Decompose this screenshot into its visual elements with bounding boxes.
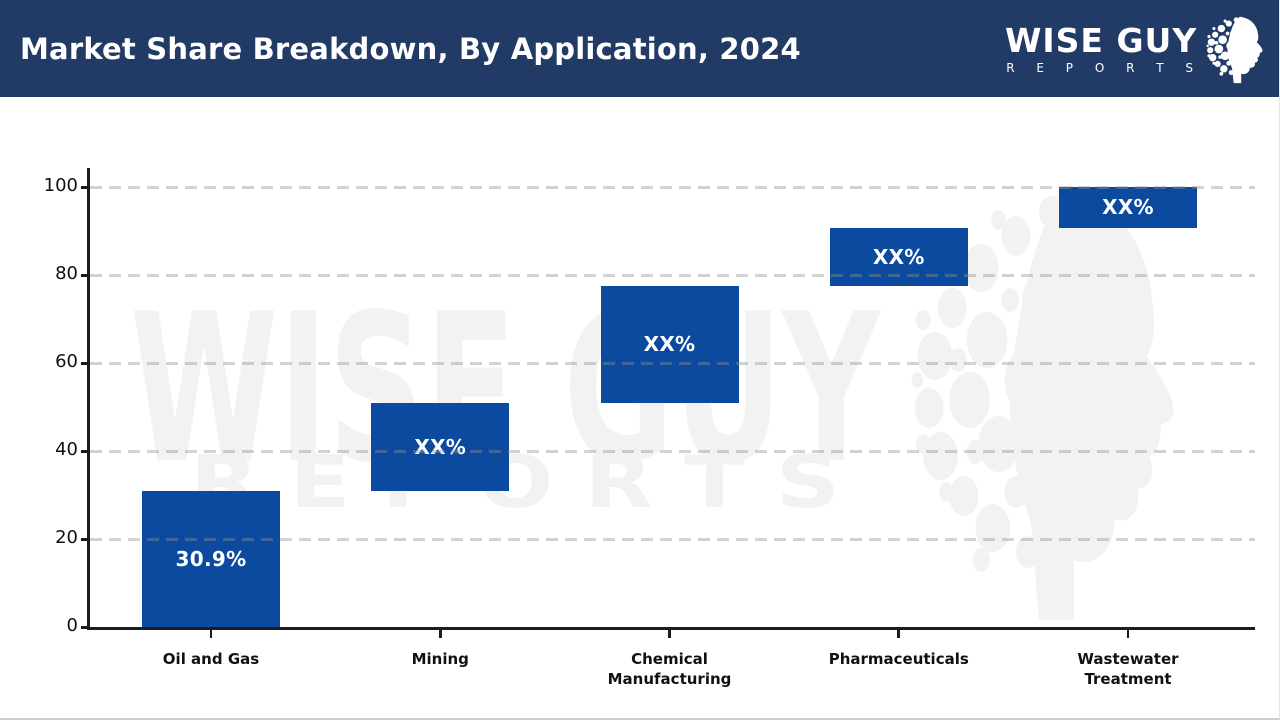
wiseguy-logo: WISE GUY R E P O R T S [1000,14,1266,84]
x-category-label-chemical-manufacturing: Chemical Manufacturing [560,649,780,690]
bar-value-label: XX% [643,332,696,357]
bar-wastewater-treatment: XX% [1059,187,1197,228]
header-bar: Market Share Breakdown, By Application, … [0,0,1279,97]
y-axis-spine [87,168,90,630]
page-title: Market Share Breakdown, By Application, … [20,31,801,66]
bar-value-label: XX% [1102,195,1154,220]
y-tick-mark-100 [81,186,90,189]
bar-chemical-manufacturing: XX% [600,285,739,403]
x-tick-mark-wastewater-treatment [1126,630,1130,638]
bar-value-label: 30.9% [175,547,247,571]
gridline-40 [90,450,1255,453]
y-tick-mark-0 [81,626,90,629]
y-tick-mark-20 [81,538,90,541]
y-tick-label-20: 20 [55,527,78,548]
y-tick-mark-40 [81,450,90,453]
x-category-label-wastewater-treatment: Wastewater Treatment [1018,649,1238,690]
wiseguy-head-icon [1206,16,1263,83]
logo-text: WISE GUY R E P O R T S [1000,24,1202,74]
gridline-100 [90,186,1255,189]
bar-mining: XX% [371,402,510,492]
x-category-label-text: Chemical Manufacturing [607,650,732,689]
bar-oil-and-gas: 30.9% [142,491,280,627]
y-tick-label-60: 60 [55,351,78,372]
x-category-label-text: Wastewater Treatment [1077,650,1179,689]
x-category-label-oil-and-gas: Oil and Gas [101,649,321,669]
logo-wordmark: WISE GUY [1004,20,1198,60]
y-tick-mark-60 [81,362,90,365]
bar-value-label: XX% [414,434,467,459]
y-tick-label-40: 40 [55,439,78,460]
x-category-label-text: Oil and Gas [162,650,260,668]
x-category-label-text: Pharmaceuticals [828,650,969,668]
x-category-label-text: Mining [411,650,469,668]
x-axis-spine [87,627,1255,630]
x-tick-mark-pharmaceuticals [897,630,901,638]
gridline-80 [90,274,1255,277]
x-category-label-pharmaceuticals: Pharmaceuticals [789,649,1009,669]
y-tick-label-0: 0 [66,615,78,636]
x-tick-mark-chemical-manufacturing [668,630,671,638]
gridline-20 [90,538,1255,541]
y-tick-label-80: 80 [55,263,78,284]
y-tick-label-100: 100 [43,175,78,196]
x-tick-mark-oil-and-gas [209,630,213,638]
x-category-label-mining: Mining [330,649,550,669]
gridline-60 [90,362,1255,365]
logo-subtitle: R E P O R T S [1006,60,1202,75]
x-tick-mark-mining [438,630,442,638]
bar-value-label: XX% [872,244,925,269]
y-tick-mark-80 [81,274,90,277]
